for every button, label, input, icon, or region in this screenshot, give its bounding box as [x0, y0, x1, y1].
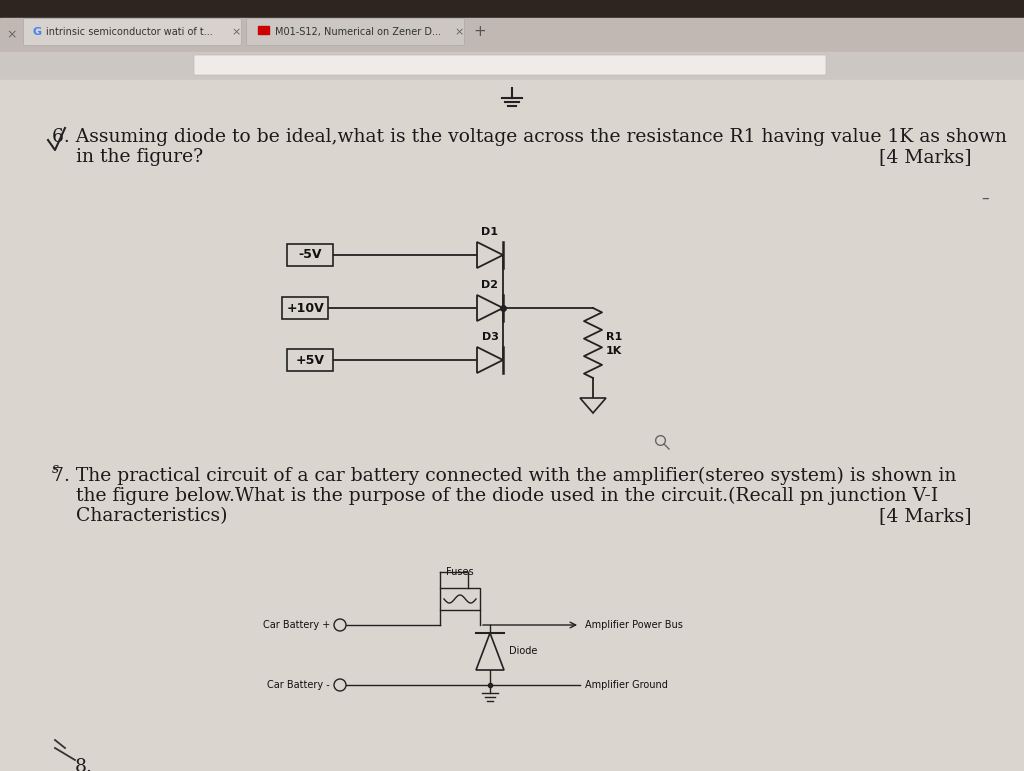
Text: ×: × — [455, 27, 464, 37]
Text: D1: D1 — [481, 227, 499, 237]
Polygon shape — [477, 295, 503, 321]
Polygon shape — [476, 633, 504, 670]
Bar — [440, 588, 480, 610]
Text: [4 Marks]: [4 Marks] — [880, 148, 972, 166]
Circle shape — [334, 619, 346, 631]
FancyBboxPatch shape — [194, 55, 826, 75]
Text: –: – — [981, 190, 989, 206]
Text: Car Battery -: Car Battery - — [267, 680, 330, 690]
FancyBboxPatch shape — [247, 19, 465, 45]
Text: Diode: Diode — [509, 647, 538, 656]
Text: 7. The practical circuit of a car battery connected with the amplifier(stereo sy: 7. The practical circuit of a car batter… — [52, 467, 956, 485]
Text: D2: D2 — [481, 280, 499, 290]
Text: in the figure?: in the figure? — [52, 148, 203, 166]
Text: +10V: +10V — [286, 301, 324, 315]
Text: 8.: 8. — [75, 758, 93, 771]
Text: intrinsic semiconductor wati of t...: intrinsic semiconductor wati of t... — [46, 27, 213, 37]
Bar — [287, 244, 333, 266]
Polygon shape — [477, 347, 503, 373]
Text: G: G — [33, 27, 42, 37]
Text: [4 Marks]: [4 Marks] — [880, 507, 972, 525]
Text: R1: R1 — [606, 332, 623, 342]
FancyBboxPatch shape — [24, 19, 242, 45]
Polygon shape — [477, 242, 503, 268]
Text: +5V: +5V — [296, 353, 325, 366]
Text: ×: × — [7, 29, 17, 42]
Text: Car Battery +: Car Battery + — [263, 620, 330, 630]
Text: Characteristics): Characteristics) — [52, 507, 227, 525]
Text: s: s — [52, 462, 59, 476]
Text: 6. Assuming diode to be ideal,what is the voltage across the resistance R1 havin: 6. Assuming diode to be ideal,what is th… — [52, 128, 1007, 146]
Text: +: + — [474, 25, 486, 39]
Bar — [0, 52, 1024, 80]
Circle shape — [334, 679, 346, 691]
Text: Amplifier Power Bus: Amplifier Power Bus — [585, 620, 683, 630]
Polygon shape — [580, 398, 606, 413]
Text: ×: × — [231, 27, 241, 37]
Bar — [282, 297, 328, 319]
Bar — [0, 0, 1024, 18]
Text: 1K: 1K — [606, 346, 623, 356]
Bar — [0, 18, 1024, 52]
Bar — [0, 80, 1024, 771]
Text: Fuses: Fuses — [446, 567, 474, 577]
Bar — [287, 349, 333, 371]
Bar — [258, 26, 269, 34]
Text: -5V: -5V — [298, 248, 322, 261]
Text: the figure below.What is the purpose of the diode used in the circuit.(Recall pn: the figure below.What is the purpose of … — [52, 487, 938, 505]
Text: Amplifier Ground: Amplifier Ground — [585, 680, 668, 690]
Text: D3: D3 — [481, 332, 499, 342]
Text: M01-S12, Numerical on Zener D...: M01-S12, Numerical on Zener D... — [275, 27, 441, 37]
